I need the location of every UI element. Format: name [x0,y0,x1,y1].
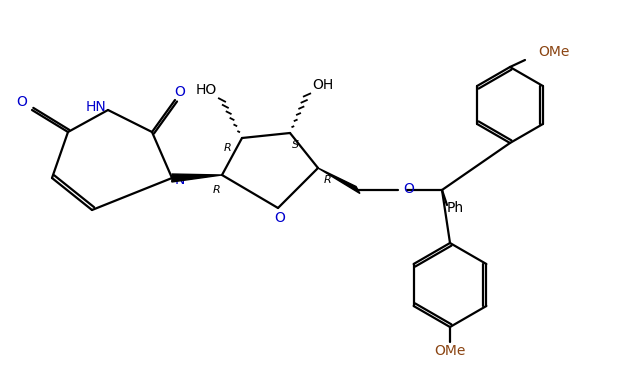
Text: N: N [175,173,185,187]
Text: R: R [213,185,221,195]
Polygon shape [172,174,222,182]
Text: HO: HO [196,83,217,97]
Text: OH: OH [312,78,333,92]
Text: OMe: OMe [435,344,466,358]
Text: O: O [174,85,185,99]
Text: S: S [292,140,299,150]
Text: R: R [324,175,332,185]
Text: R: R [224,143,232,153]
Text: O: O [403,182,414,196]
Text: Ph: Ph [447,201,464,215]
Text: O: O [274,211,285,225]
Text: HN: HN [85,100,106,114]
Text: OMe: OMe [538,45,569,59]
Text: O: O [16,95,27,109]
Polygon shape [318,168,360,193]
